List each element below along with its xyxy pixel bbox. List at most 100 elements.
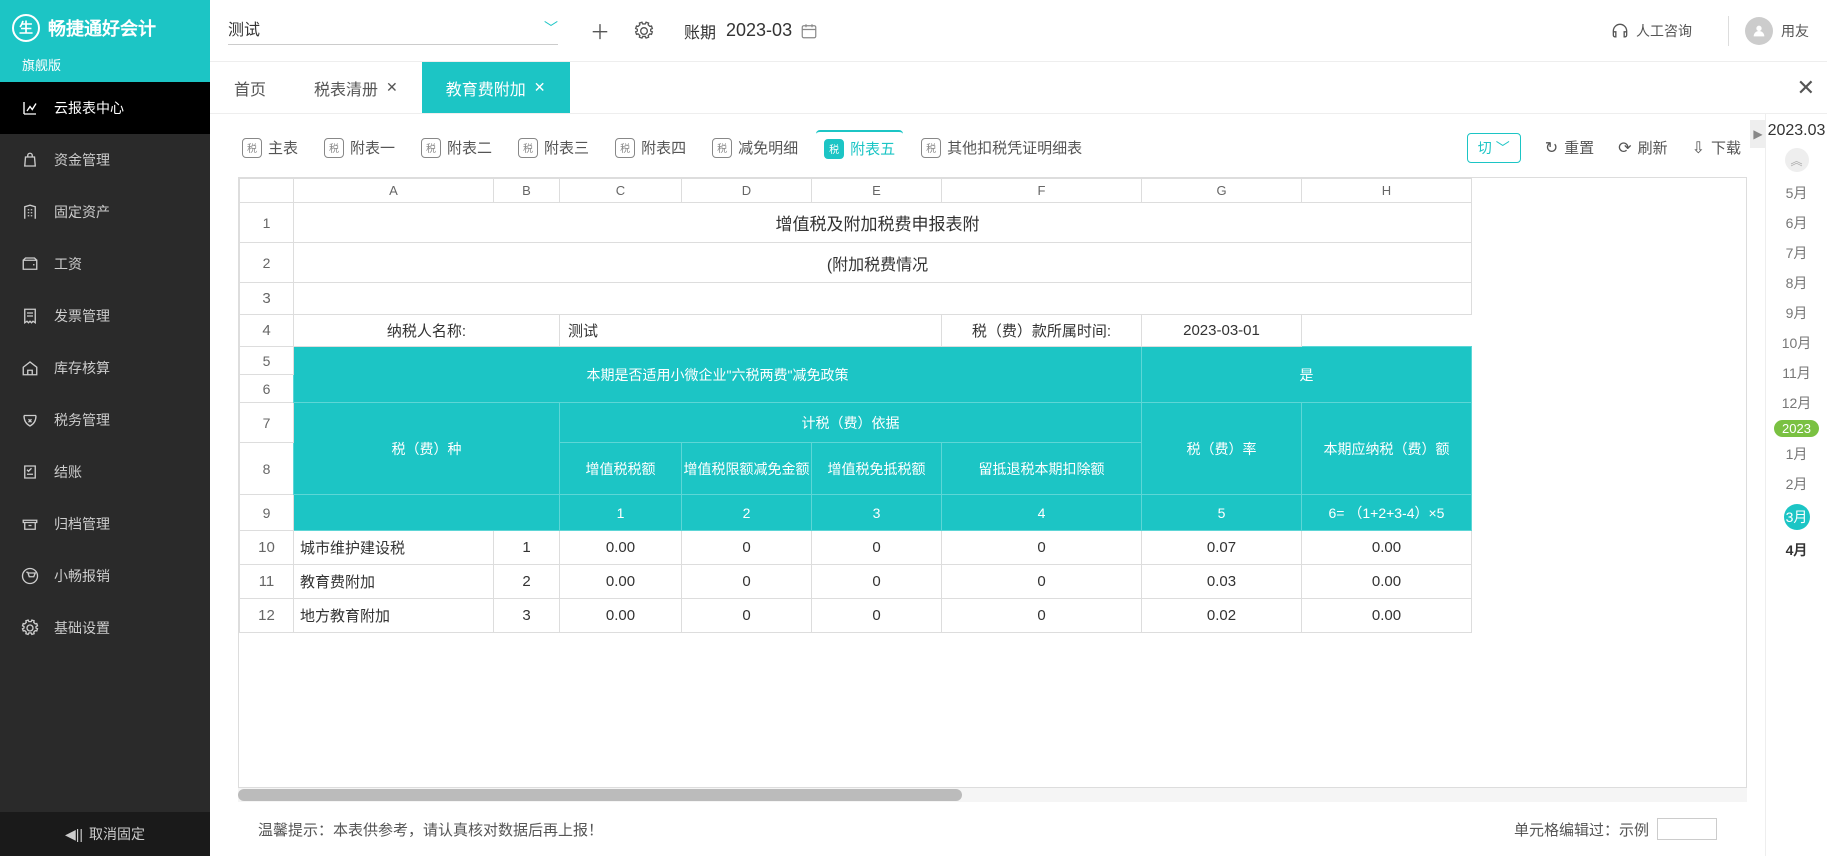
col-F[interactable]: F [942, 179, 1142, 203]
cell-c[interactable]: 0.00 [560, 599, 682, 633]
cell-e[interactable]: 0 [812, 599, 942, 633]
tab-首页[interactable]: 首页 [210, 62, 290, 113]
user-menu[interactable]: 用友 [1745, 17, 1809, 45]
cell-c[interactable]: 0.00 [560, 565, 682, 599]
scrollbar-thumb[interactable] [238, 789, 962, 801]
close-icon[interactable]: ✕ [386, 79, 398, 96]
month-item[interactable]: 7月 [1782, 238, 1812, 268]
sidebar-item-checklist[interactable]: 结账 [0, 446, 210, 498]
tax-icon [20, 410, 40, 430]
month-item[interactable]: 6月 [1782, 208, 1812, 238]
horizontal-scrollbar[interactable] [238, 788, 1747, 802]
add-button[interactable]: ＋ [584, 15, 616, 47]
cell-f[interactable]: 0 [942, 599, 1142, 633]
support-button[interactable]: 人工咨询 [1610, 21, 1692, 41]
cell-d[interactable]: 0 [682, 531, 812, 565]
month-item[interactable]: 12月 [1782, 388, 1812, 418]
tab-教育费附加[interactable]: 教育费附加✕ [422, 62, 570, 113]
sheet-tab-附表五[interactable]: 税附表五 [816, 130, 903, 165]
period-panel: ▶ 2023.03 ︽ 5月6月7月8月9月10月11月12月 2023 1月2… [1765, 114, 1827, 856]
cell-f[interactable]: 0 [942, 531, 1142, 565]
sheet-tab-附表三[interactable]: 税附表三 [510, 131, 597, 164]
sheet-tab-附表四[interactable]: 税附表四 [607, 131, 694, 164]
cell-g[interactable]: 0.03 [1142, 565, 1302, 599]
sidebar-item-invoice[interactable]: 发票管理 [0, 290, 210, 342]
month-item[interactable]: 10月 [1782, 328, 1812, 358]
sheet-tab-label: 附表二 [447, 137, 492, 158]
col-E[interactable]: E [812, 179, 942, 203]
sidebar-item-gear[interactable]: 基础设置 [0, 602, 210, 654]
sheet-tab-附表二[interactable]: 税附表二 [413, 131, 500, 164]
close-all-tabs[interactable]: ✕ [1797, 75, 1815, 101]
sidebar-item-archive[interactable]: 归档管理 [0, 498, 210, 550]
sheet-tab-减免明细[interactable]: 税减免明细 [704, 131, 806, 164]
close-icon[interactable]: ✕ [534, 79, 546, 96]
cell-h[interactable]: 0.00 [1302, 531, 1472, 565]
sidebar-item-tax[interactable]: 税务管理 [0, 394, 210, 446]
cell-e[interactable]: 0 [812, 565, 942, 599]
cell-f[interactable]: 0 [942, 565, 1142, 599]
row-head-4[interactable]: 4 [240, 315, 294, 347]
row-head-5[interactable]: 5 [240, 347, 294, 375]
cell-idx[interactable]: 1 [494, 531, 560, 565]
cell-g[interactable]: 0.02 [1142, 599, 1302, 633]
sheet-tab-主表[interactable]: 税主表 [234, 131, 306, 164]
collapse-handle[interactable]: ▶ [1750, 120, 1766, 148]
col-D[interactable]: D [682, 179, 812, 203]
cell-h[interactable]: 0.00 [1302, 599, 1472, 633]
switch-button[interactable]: 切 ﹀ [1467, 133, 1521, 163]
month-item[interactable]: 3月 [1784, 499, 1810, 535]
row-head-7[interactable]: 7 [240, 403, 294, 443]
row-head[interactable]: 12 [240, 599, 294, 633]
row-head-2[interactable]: 2 [240, 243, 294, 283]
cell-name[interactable]: 地方教育附加 [294, 599, 494, 633]
month-item[interactable]: 1月 [1784, 439, 1810, 469]
cell-g[interactable]: 0.07 [1142, 531, 1302, 565]
unpin-button[interactable]: ◀|| 取消固定 [0, 812, 210, 856]
sidebar-item-wallet[interactable]: 工资 [0, 238, 210, 290]
cell-c[interactable]: 0.00 [560, 531, 682, 565]
cell-e[interactable]: 0 [812, 531, 942, 565]
download-button[interactable]: ⇩下载 [1692, 137, 1741, 158]
row-head-3[interactable]: 3 [240, 283, 294, 315]
sidebar-item-house[interactable]: 库存核算 [0, 342, 210, 394]
row-head[interactable]: 10 [240, 531, 294, 565]
col-H[interactable]: H [1302, 179, 1472, 203]
col-A[interactable]: A [294, 179, 494, 203]
cell-name[interactable]: 教育费附加 [294, 565, 494, 599]
month-item[interactable]: 9月 [1782, 298, 1812, 328]
cell-name[interactable]: 城市维护建设税 [294, 531, 494, 565]
cell-idx[interactable]: 3 [494, 599, 560, 633]
refresh-button[interactable]: ⟳刷新 [1618, 137, 1667, 158]
row-head[interactable]: 11 [240, 565, 294, 599]
month-item[interactable]: 4月 [1784, 535, 1810, 565]
reset-button[interactable]: ↻重置 [1545, 137, 1594, 158]
tab-税表清册[interactable]: 税表清册✕ [290, 62, 422, 113]
sidebar-item-building[interactable]: 固定资产 [0, 186, 210, 238]
cell-d[interactable]: 0 [682, 599, 812, 633]
col-G[interactable]: G [1142, 179, 1302, 203]
month-item[interactable]: 8月 [1782, 268, 1812, 298]
month-item[interactable]: 2月 [1784, 469, 1810, 499]
sidebar-item-bag[interactable]: 资金管理 [0, 134, 210, 186]
row-head-1[interactable]: 1 [240, 203, 294, 243]
company-select[interactable]: 测试 ﹀ [228, 16, 558, 45]
cell-idx[interactable]: 2 [494, 565, 560, 599]
cell-d[interactable]: 0 [682, 565, 812, 599]
row-head-9[interactable]: 9 [240, 495, 294, 531]
sheet-tab-其他扣税凭证明细表[interactable]: 税其他扣税凭证明细表 [913, 131, 1090, 164]
row-head-8[interactable]: 8 [240, 443, 294, 495]
sidebar-item-cart[interactable]: 小畅报销 [0, 550, 210, 602]
col-B[interactable]: B [494, 179, 560, 203]
row-head-6[interactable]: 6 [240, 375, 294, 403]
calendar-button[interactable] [800, 22, 818, 40]
month-item[interactable]: 11月 [1782, 358, 1812, 388]
spreadsheet[interactable]: A B C D E F G H 1增值税及附加税费申报表附 2(附加税费情况 3 [238, 177, 1747, 788]
month-item[interactable]: 5月 [1782, 178, 1812, 208]
col-C[interactable]: C [560, 179, 682, 203]
cell-h[interactable]: 0.00 [1302, 565, 1472, 599]
sidebar-item-chart[interactable]: 云报表中心 [0, 82, 210, 134]
sheet-tab-附表一[interactable]: 税附表一 [316, 131, 403, 164]
scroll-top-button[interactable]: ︽ [1785, 148, 1809, 172]
settings-button[interactable] [628, 15, 660, 47]
